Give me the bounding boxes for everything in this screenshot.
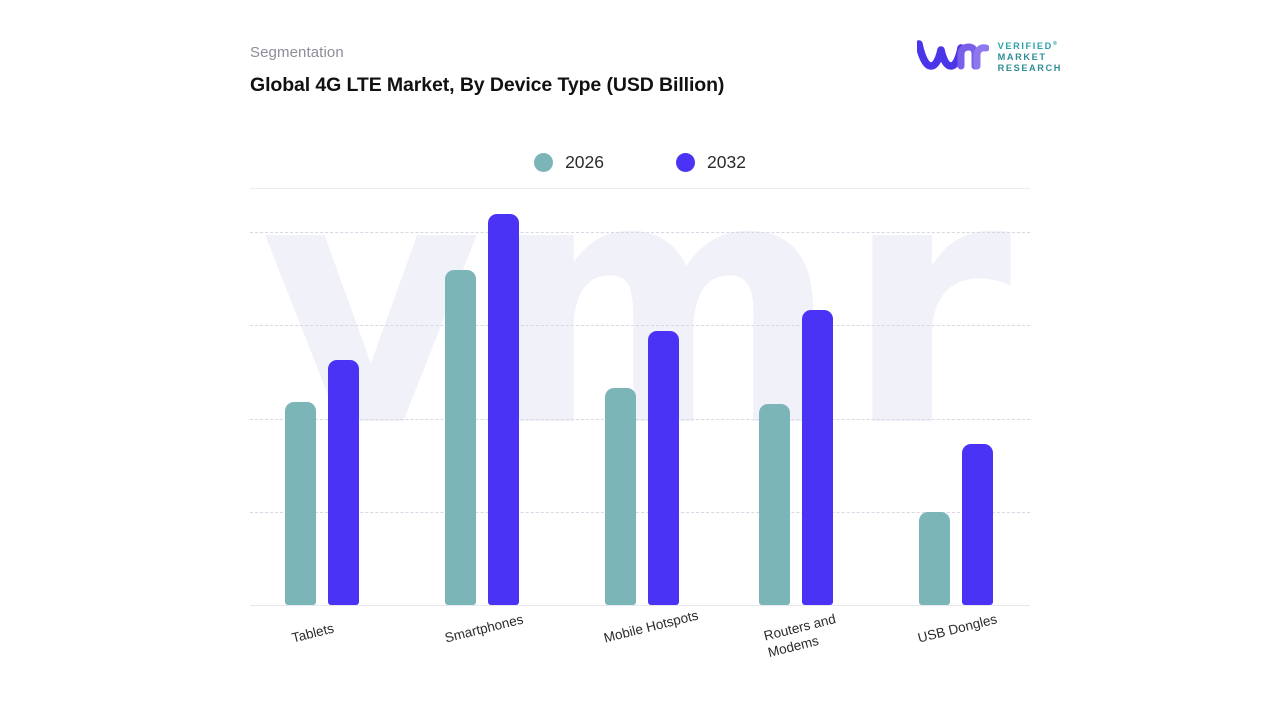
- x-axis-label-1: Smartphones: [443, 611, 525, 646]
- segmentation-label: Segmentation: [250, 44, 344, 61]
- legend-item-2026[interactable]: 2026: [534, 152, 604, 173]
- brand-logo: VERIFIED® MARKET RESEARCH: [914, 40, 1062, 75]
- logo-line-market: MARKET: [997, 52, 1047, 63]
- bar-2032-1[interactable]: [488, 214, 519, 605]
- x-axis-label-4: USB Dongles: [916, 611, 999, 646]
- legend-dot-icon: [534, 152, 554, 172]
- x-axis-line: [250, 605, 1030, 606]
- bar-2026-2[interactable]: [605, 387, 636, 605]
- gridline: [250, 511, 1030, 513]
- x-axis-label-3: Routers and Modems: [762, 611, 838, 661]
- bar-2032-2[interactable]: [648, 331, 679, 605]
- legend-label: 2026: [565, 151, 604, 172]
- gridline: [250, 418, 1030, 420]
- bars-layer: [250, 188, 1030, 606]
- bar-2032-0[interactable]: [328, 360, 359, 605]
- bar-2026-3[interactable]: [759, 404, 790, 605]
- x-axis-category-labels: Tablets Smartphones Mobile Hotspots Routers…: [250, 606, 1030, 706]
- logo-line-verified: VERIFIED®: [997, 41, 1057, 52]
- x-axis-label-0: Tablets: [290, 620, 336, 646]
- chart-legend: 2026 2032: [250, 146, 1030, 178]
- logo-wordmark: VERIFIED® MARKET RESEARCH: [998, 41, 1062, 74]
- registered-mark-icon: ®: [1052, 41, 1057, 48]
- logo-line-research: RESEARCH: [997, 62, 1062, 73]
- legend-label: 2032: [707, 151, 746, 172]
- legend-dot-icon: [676, 152, 695, 172]
- vmr-monogram-icon: [914, 40, 990, 75]
- bar-2032-4[interactable]: [962, 443, 993, 605]
- plot-area: vmr: [250, 188, 1030, 606]
- gridline: [250, 325, 1030, 327]
- bar-2026-0[interactable]: [285, 402, 316, 605]
- legend-item-2032[interactable]: 2032: [676, 152, 746, 173]
- bar-2026-1[interactable]: [445, 269, 476, 605]
- bar-2032-3[interactable]: [802, 310, 833, 605]
- legend-divider: [250, 188, 1030, 189]
- x-axis-label-2: Mobile Hotspots: [602, 607, 700, 646]
- chart-header: Segmentation Global 4G LTE Market, By De…: [250, 44, 1030, 114]
- page-title: Global 4G LTE Market, By Device Type (US…: [250, 74, 725, 96]
- bar-2026-4[interactable]: [919, 512, 950, 605]
- gridline: [250, 232, 1030, 234]
